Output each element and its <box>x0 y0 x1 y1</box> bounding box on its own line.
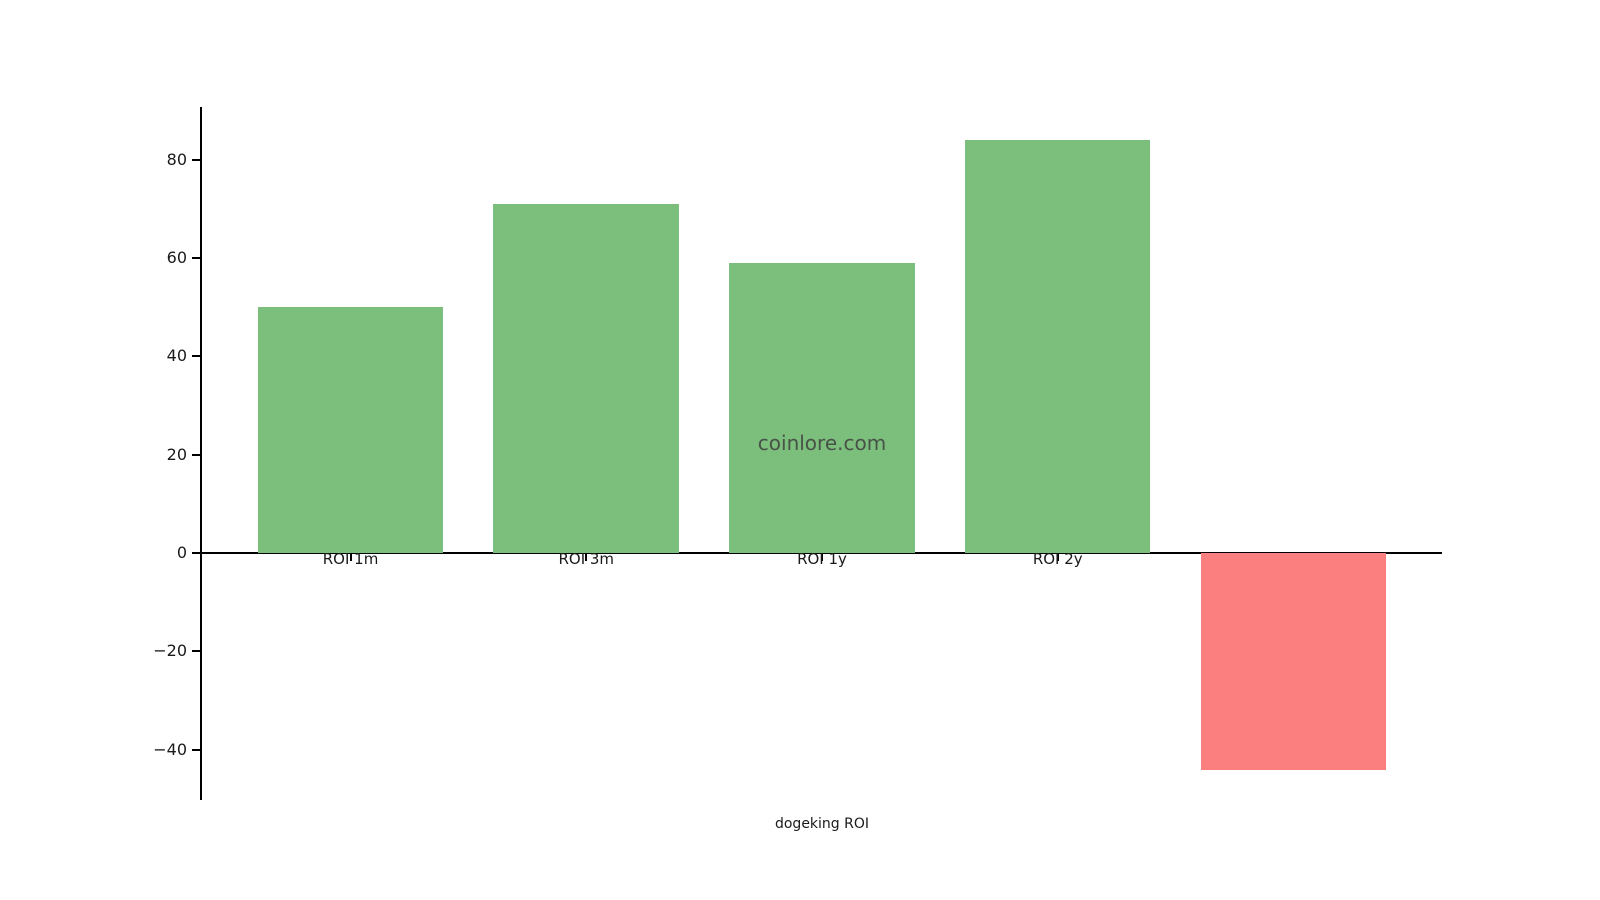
x-tick-mark <box>585 553 588 562</box>
y-tick-mark <box>192 748 200 751</box>
y-axis-line <box>200 107 202 800</box>
y-tick-mark <box>192 650 200 653</box>
x-tick-label-roi-3m: ROI 3m <box>558 550 615 569</box>
bar-roi-1m <box>257 307 444 554</box>
y-tick-mark <box>192 552 200 555</box>
x-tick-mark <box>1056 553 1059 562</box>
x-tick-mark <box>349 553 352 562</box>
bar-roi-4 <box>1200 553 1387 770</box>
y-tick-mark <box>192 158 200 161</box>
y-tick-mark <box>192 453 200 456</box>
y-tick-label: −20 <box>153 641 187 661</box>
x-tick-mark <box>821 553 823 562</box>
y-tick-label: 0 <box>176 543 187 563</box>
x-axis-title: dogeking ROI <box>774 816 870 832</box>
y-tick-label: −40 <box>153 739 187 759</box>
y-tick-label: 40 <box>166 346 187 366</box>
bar-roi-1y <box>729 262 915 554</box>
y-tick-label: 60 <box>166 247 187 267</box>
y-tick-mark <box>192 355 200 358</box>
y-tick-mark <box>192 256 200 259</box>
bar-roi-3m <box>493 203 679 554</box>
bar-roi-2y <box>964 139 1151 554</box>
x-tick-label-roi-1m: ROI 1m <box>322 550 379 569</box>
y-tick-label: 20 <box>166 444 187 464</box>
y-tick-label: 80 <box>166 149 187 169</box>
x-tick-label-roi-2y: ROI 2y <box>1032 550 1083 569</box>
watermark: coinlore.com <box>757 431 887 455</box>
x-tick-label-roi-1y: ROI 1y <box>797 550 847 569</box>
